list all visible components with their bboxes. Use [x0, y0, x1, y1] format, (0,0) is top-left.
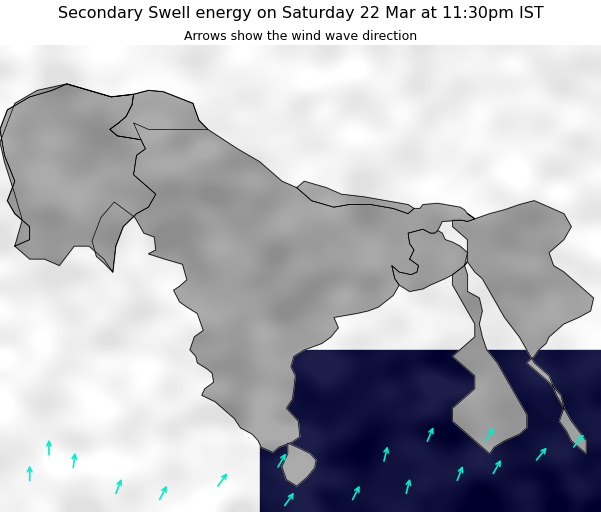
Polygon shape [92, 91, 475, 452]
Polygon shape [392, 229, 468, 291]
Polygon shape [453, 201, 594, 454]
Text: Arrows show the wind wave direction: Arrows show the wind wave direction [184, 30, 417, 44]
Polygon shape [297, 181, 414, 214]
Text: Secondary Swell energy on Saturday 22 Mar at 11:30pm IST: Secondary Swell energy on Saturday 22 Ma… [58, 6, 543, 21]
Polygon shape [260, 350, 601, 512]
Polygon shape [0, 84, 156, 272]
Polygon shape [282, 443, 316, 486]
Polygon shape [0, 84, 208, 246]
